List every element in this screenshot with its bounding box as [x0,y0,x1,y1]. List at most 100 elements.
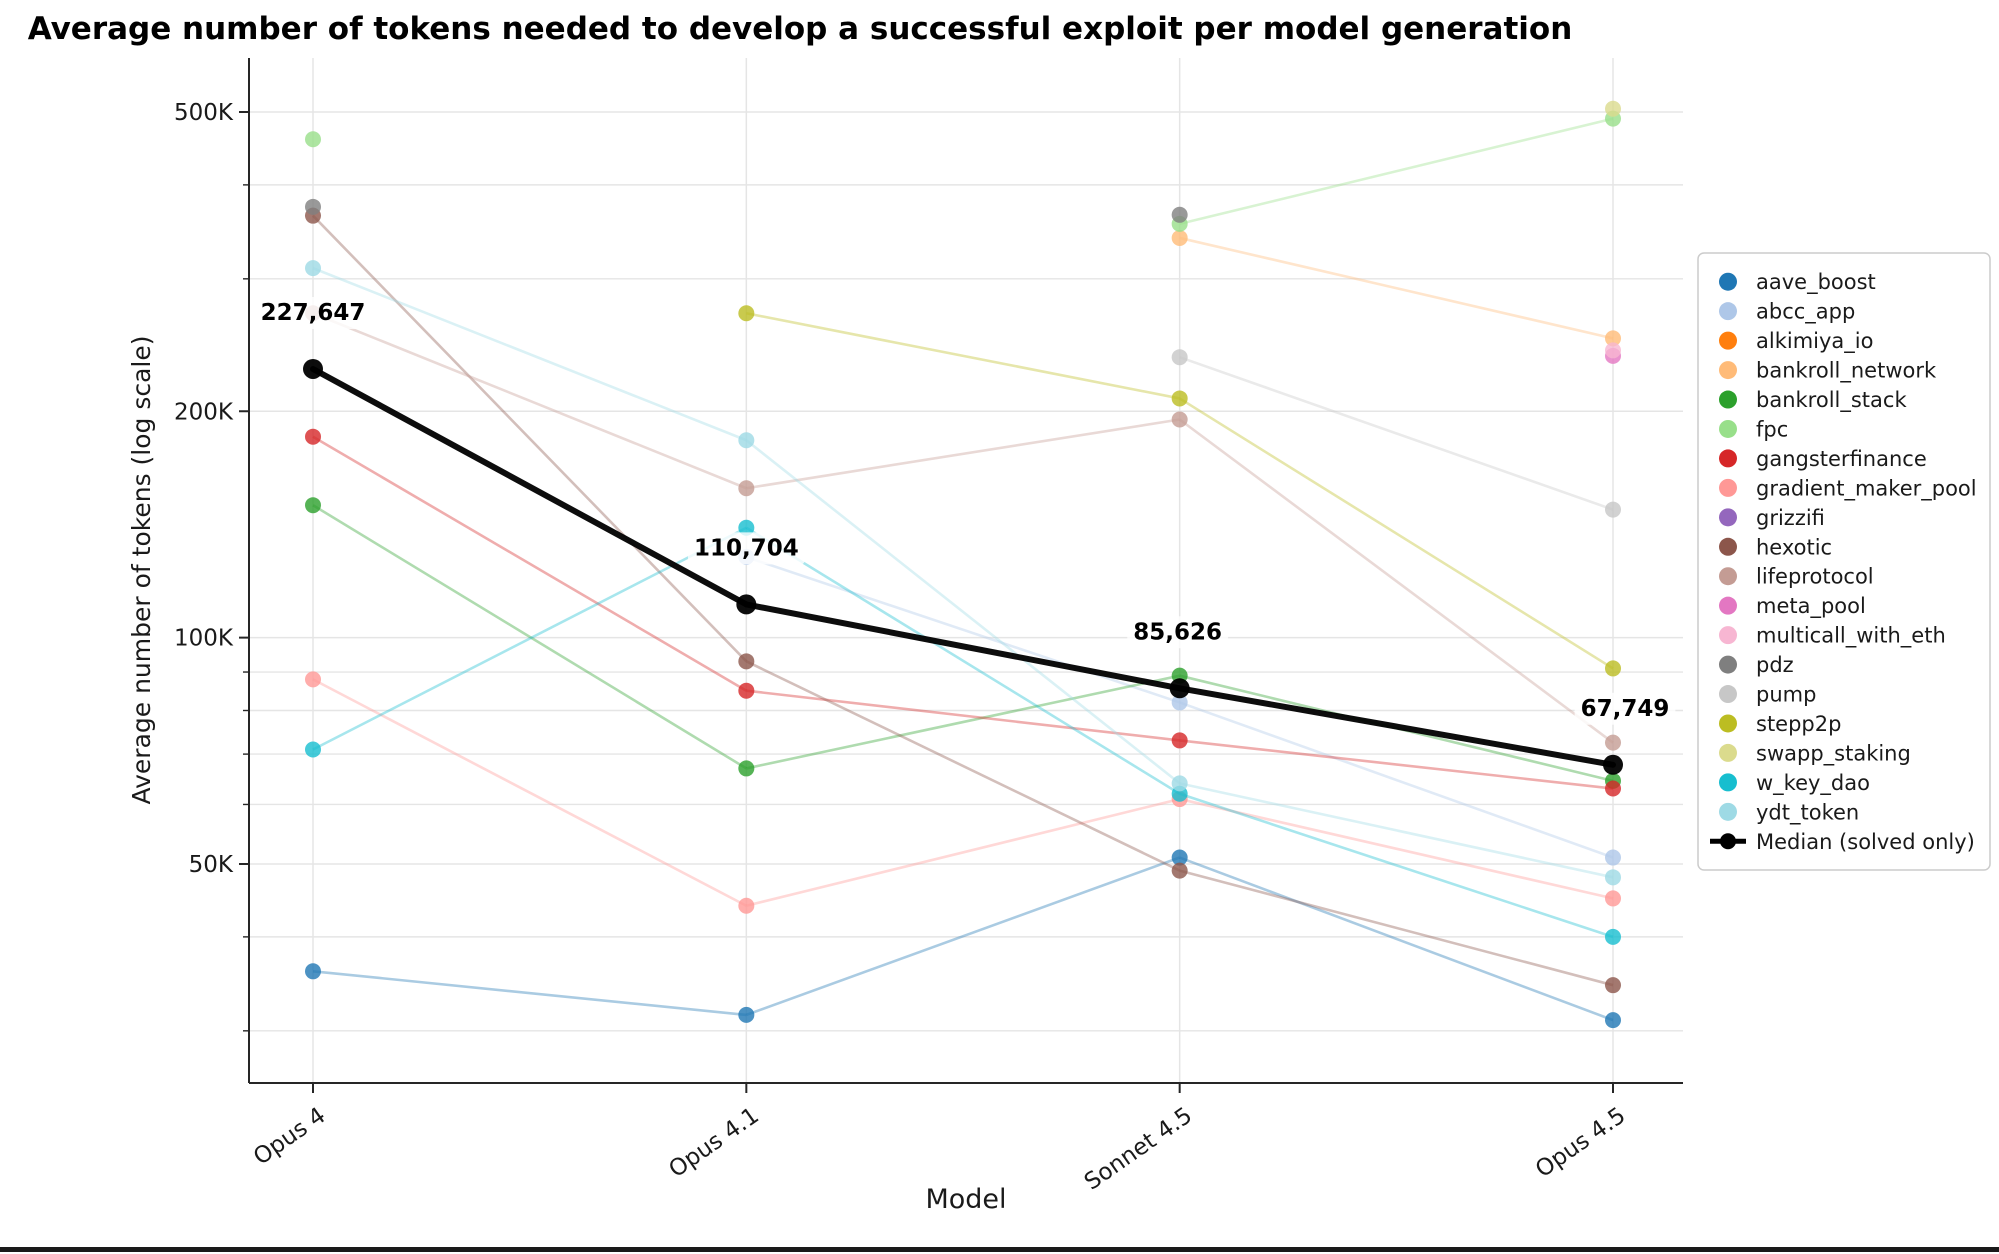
series-line-lifeprotocol [312,312,747,490]
bottom-divider [0,1247,1999,1252]
legend-label: hexotic [1756,535,1832,559]
series-dot-lifeprotocol [738,480,755,497]
legend-swatch-bankroll_network [1719,361,1737,380]
series-line-lifeprotocol [1178,418,1614,744]
median-dot [1169,678,1190,699]
series-line-hexotic [1179,869,1614,987]
median-annotations: 227,647 110,704 85,626 67,749 [254,296,1676,725]
y-axis-label: Average number of tokens (log scale) [127,335,156,804]
y-tick-label: 500K [174,100,234,126]
series-line-gangsterfinance [312,435,747,692]
series-line-bankroll_network [1179,236,1614,340]
legend-label: gradient_maker_pool [1756,476,1977,501]
series-line-bankroll_stack [312,504,748,770]
series-dot-lifeprotocol [1171,411,1188,428]
series-line-w_key_dao [745,526,1181,795]
series-dot-aave_boost [305,963,321,980]
series-dot-ydt_token [1605,869,1621,886]
series-line-aave_boost [312,969,747,1017]
series-line-hexotic [312,214,748,663]
series-pump [1171,349,1621,518]
legend-label: multicall_with_eth [1756,624,1946,649]
series-line-bankroll_stack [746,674,1180,770]
median-annotation: 227,647 [261,300,366,326]
series-bankroll_stack [305,497,1621,789]
legend-swatch-multicall_with_eth [1719,626,1737,645]
legend-item-gradient_maker_pool: gradient_maker_pool [1719,476,1977,501]
legend-item-fpc: fpc [1719,417,1788,441]
median-annotation: 67,749 [1581,696,1670,722]
series-dot-w_key_dao [738,519,755,536]
series-bankroll_network [1171,229,1621,347]
series-dot-pump [1171,349,1188,366]
legend-label: stepp2p [1756,712,1841,736]
series-dot-aave_boost [1171,849,1188,866]
series-line-pump [1179,355,1614,511]
legend-label: grizzifi [1756,506,1825,530]
series-ydt_token [305,260,1621,886]
series-gangsterfinance [305,428,1621,797]
legend-label: w_key_dao [1756,771,1870,796]
legend-item-multicall_with_eth: multicall_with_eth [1719,624,1946,649]
series-line-gradient_maker_pool [1179,797,1614,900]
series-dot-bankroll_stack [738,760,755,777]
series-dot-lifeprotocol [1605,734,1621,751]
x-tick-label: Opus 4.5 [1531,1103,1630,1183]
series-dot-gradient_maker_pool [738,897,755,914]
series-line-hexotic [745,660,1181,872]
legend-label: gangsterfinance [1756,447,1927,471]
legend-swatch-alkimiya_io [1719,331,1737,350]
series-line-gangsterfinance [1179,739,1614,790]
series-dot-w_key_dao [305,741,321,758]
series-fpc [305,110,1621,232]
series-line-gradient_maker_pool [746,797,1180,908]
legend-item-aave_boost: aave_boost [1719,270,1876,295]
series-aave_boost [305,849,1621,1029]
legend-label: Median (solved only) [1756,830,1975,854]
series-multicall_with_eth [1605,342,1621,359]
series-line-w_key_dao [1179,792,1614,939]
series-dot-bankroll_network [1171,229,1188,246]
series-line-abcc_app [1179,701,1614,859]
legend-item-median: Median (solved only) [1710,830,1975,854]
series-dot-aave_boost [738,1006,755,1023]
series-line-stepp2p [746,311,1180,400]
series-line-abcc_app [745,555,1181,704]
legend-label: lifeprotocol [1756,565,1874,589]
x-tick-label: Opus 4.1 [664,1103,763,1183]
chart-content: 500K 200K 100K 50K Opus 4 Opus 4.1 Sonnet 4.5 O… [174,58,1991,1196]
chart-title: Average number of tokens needed to devel… [28,11,1573,47]
legend-label: swapp_staking [1756,741,1911,766]
series-line-ydt_token [745,439,1181,785]
legend-label: alkimiya_io [1756,329,1873,354]
legend-label: bankroll_stack [1756,388,1907,413]
legend-item-bankroll_network: bankroll_network [1719,359,1937,384]
legend-swatch-gangsterfinance [1719,449,1737,468]
series-line-stepp2p [1178,397,1614,670]
legend-label: pump [1756,683,1816,707]
series-dot-hexotic [1605,977,1621,994]
series [305,100,1621,1029]
median-line [743,601,1183,692]
gridlines [249,58,1683,1083]
series-dot-abcc_app [1171,694,1188,711]
series-dot-gangsterfinance [1605,780,1621,797]
legend-item-w_key_dao: w_key_dao [1719,771,1870,796]
series-dot-ydt_token [1171,775,1188,792]
series-line-fpc [1179,117,1614,226]
legend-item-pdz: pdz [1719,653,1794,677]
series-dot-hexotic [738,653,755,670]
median-line [1176,685,1616,768]
legend-item-alkimiya_io: alkimiya_io [1719,329,1873,354]
series-line-gradient_maker_pool [312,678,747,907]
x-axis-label: Model [925,1184,1006,1215]
legend-item-swapp_staking: swapp_staking [1719,741,1911,766]
series-line-lifeprotocol [746,418,1180,490]
legend: aave_boost abcc_app alkimiya_io bankroll_ne… [1697,252,1991,871]
series-dot-pump [1605,501,1621,518]
series-dot-pdz [1171,206,1188,223]
median-annotation: 85,626 [1133,619,1222,645]
series-line-w_key_dao [312,526,747,751]
